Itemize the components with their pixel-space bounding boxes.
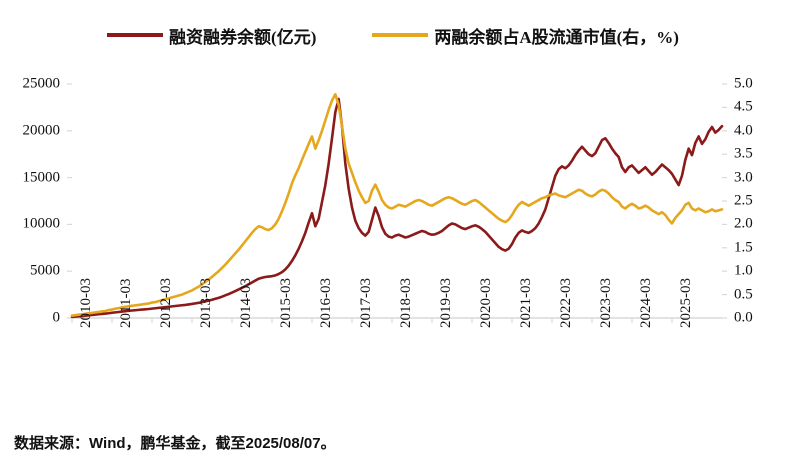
y-axis-right-tick-label: 3.5 [734,145,753,162]
x-axis-tick-label: 2024-03 [638,278,654,328]
x-axis-tick-label: 2021-03 [518,278,534,328]
series-line-margin-balance [70,97,724,319]
y-axis-right-tick-label: 0.0 [734,309,753,326]
series-line-ratio [70,93,724,317]
x-axis-tick-label: 2016-03 [318,278,334,328]
x-axis-tick-label: 2020-03 [478,278,494,328]
x-axis-tick-label: 2022-03 [558,278,574,328]
y-axis-right-tick-label: 0.5 [734,286,753,303]
x-axis-tick-label: 2018-03 [398,278,414,328]
legend-item-margin-balance: 融资融券余额(亿元) [107,23,316,48]
legend-label-margin-balance: 融资融券余额(亿元) [169,27,317,47]
y-axis-right-tick-label: 5.0 [734,75,753,92]
x-axis-tick-label: 2017-03 [358,278,374,328]
y-axis-left-tick-label: 15000 [22,169,61,186]
legend-color-swatch-ratio [372,33,429,37]
x-axis-tick-label: 2010-03 [78,278,94,328]
y-axis-right-tick-label: 3.0 [734,169,753,186]
x-axis-tick-label: 2023-03 [598,278,614,328]
y-axis-left-tick-label: 10000 [22,215,61,232]
x-axis-tick-label: 2012-03 [158,278,174,328]
y-axis-right-tick-label: 2.5 [734,192,753,209]
chart-legend: 融资融券余额(亿元) 两融余额占A股流通市值(右，%) [0,20,786,50]
source-footnote: 数据来源：Wind，鹏华基金，截至2025/08/07。 [14,435,336,452]
legend-label-ratio: 两融余额占A股流通市值(右，%) [434,27,679,47]
y-axis-right-tick-label: 1.0 [734,262,753,279]
legend-item-ratio: 两融余额占A股流通市值(右，%) [372,23,679,48]
x-axis-tick-label: 2015-03 [278,278,294,328]
y-axis-left-tick-label: 0 [52,309,61,326]
y-axis-right-tick-label: 4.5 [734,98,753,115]
y-axis-left-tick-label: 25000 [22,75,61,92]
y-axis-left-tick-label: 20000 [22,122,61,139]
y-axis-left-tick-label: 5000 [30,262,60,279]
x-axis-tick-label: 2025-03 [678,278,694,328]
legend-color-swatch-margin-balance [107,33,164,37]
x-axis-tick-label: 2011-03 [118,278,134,328]
y-axis-right-tick-label: 4.0 [734,122,753,139]
x-axis-tick-label: 2014-03 [238,278,254,328]
y-axis-right-tick-label: 1.5 [734,239,753,256]
x-axis-tick-label: 2019-03 [438,278,454,328]
x-axis-tick-label: 2013-03 [198,278,214,328]
y-axis-right-tick-label: 2.0 [734,215,753,232]
